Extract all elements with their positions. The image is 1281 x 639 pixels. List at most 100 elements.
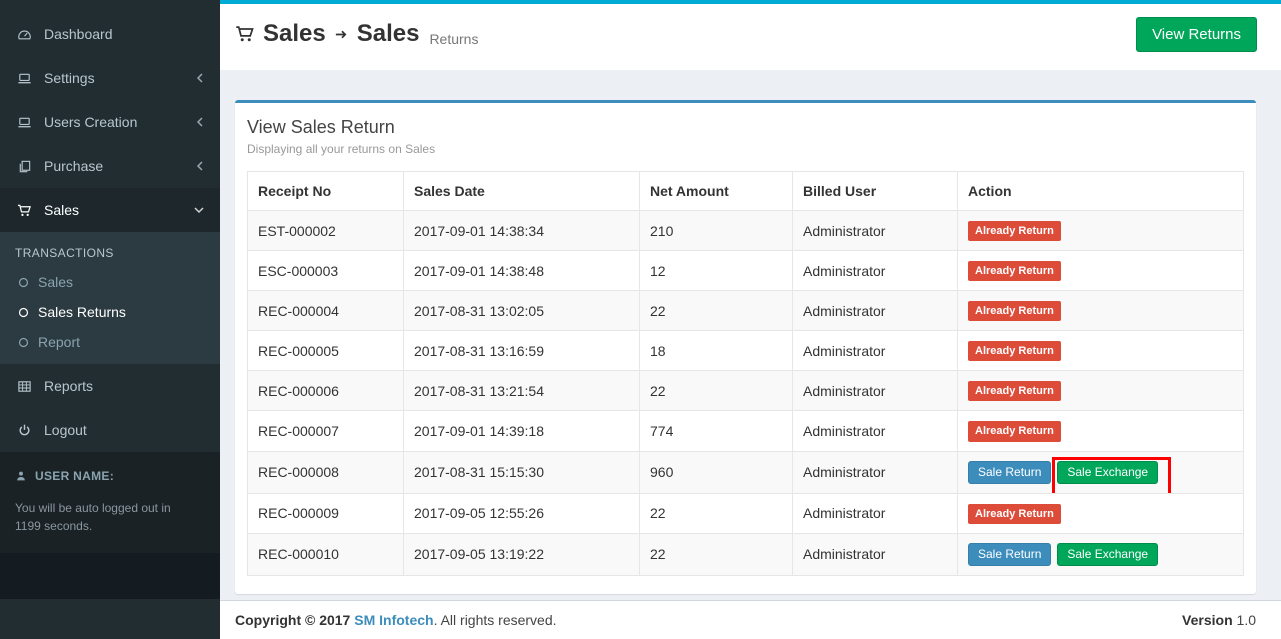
cell-receipt: REC-000008 <box>247 450 404 494</box>
cart-icon <box>235 24 255 44</box>
version: Version 1.0 <box>1182 612 1256 628</box>
sidebar-item-sales[interactable]: Sales <box>0 188 220 232</box>
cell-date: 2017-08-31 13:21:54 <box>403 370 640 412</box>
sidebar-item-label: Purchase <box>44 158 104 174</box>
cell-amount: 22 <box>639 492 793 534</box>
sidebar-subitem-report[interactable]: Report <box>0 327 220 357</box>
sidebar-bottom-strip <box>0 553 220 599</box>
cart-icon <box>15 203 33 218</box>
table-row: REC-000008 2017-08-31 15:15:30 960 Administ… <box>247 450 1244 494</box>
cell-date: 2017-09-05 12:55:26 <box>403 492 640 534</box>
chevron-down-icon <box>193 205 205 215</box>
circle-icon <box>18 337 29 348</box>
breadcrumb-section: Sales <box>263 20 326 47</box>
sale-exchange-button[interactable]: Sale Exchange <box>1057 542 1159 566</box>
sidebar-item-label: Reports <box>44 378 94 394</box>
submenu-item-label: Report <box>38 334 81 350</box>
table-row: REC-000005 2017-08-31 13:16:59 18 Administr… <box>247 330 1244 372</box>
cell-date: 2017-09-01 14:39:18 <box>403 410 640 452</box>
panel-subtitle: Displaying all your returns on Sales <box>247 142 436 156</box>
table-row: EST-000002 2017-09-01 14:38:34 210 Administ… <box>247 209 1244 252</box>
company-link[interactable]: SM Infotech <box>354 612 434 628</box>
sidebar-user-section: USER NAME: You will be auto logged out i… <box>0 452 220 553</box>
breadcrumb-page: Sales <box>356 20 420 47</box>
sale-return-button[interactable]: Sale Return <box>968 542 1052 566</box>
cell-user: Administrator <box>792 532 958 576</box>
sidebar-item-label: Sales <box>44 202 80 218</box>
already-return-badge: Already Return <box>968 261 1061 282</box>
content-area: View Sales Return Displaying all your re… <box>220 70 1281 600</box>
cell-amount: 22 <box>639 370 793 412</box>
cell-user: Administrator <box>792 209 958 252</box>
table-icon <box>15 379 33 394</box>
col-net-amount: Net Amount <box>639 171 793 211</box>
cell-amount: 210 <box>639 209 793 252</box>
col-sales-date: Sales Date <box>403 171 640 211</box>
sidebar-subitem-sales-returns[interactable]: Sales Returns <box>0 297 220 327</box>
sidebar-subitem-sales[interactable]: Sales <box>0 267 220 297</box>
cell-amount: 22 <box>639 290 793 332</box>
already-return-badge: Already Return <box>968 301 1061 322</box>
auto-logout-notice: You will be auto logged out in 1199 seco… <box>15 501 171 533</box>
col-receipt-no: Receipt No <box>247 171 404 211</box>
cell-user: Administrator <box>792 330 958 372</box>
table-row: REC-000007 2017-09-01 14:39:18 774 Administ… <box>247 410 1244 452</box>
sidebar-item-purchase[interactable]: Purchase <box>0 144 220 188</box>
files-icon <box>15 159 33 174</box>
cell-receipt: REC-000006 <box>247 370 404 412</box>
already-return-badge: Already Return <box>968 221 1061 242</box>
chevron-left-icon <box>195 160 205 172</box>
cell-action: Already Return <box>957 290 1244 332</box>
cell-amount: 18 <box>639 330 793 372</box>
sidebar-item-reports[interactable]: Reports <box>0 364 220 408</box>
dashboard-icon <box>15 27 33 42</box>
circle-icon <box>18 277 29 288</box>
sidebar-menu: Dashboard Settings Users Creation <box>0 0 220 452</box>
already-return-badge: Already Return <box>968 503 1061 524</box>
cell-receipt: REC-000004 <box>247 290 404 332</box>
cell-date: 2017-09-01 14:38:34 <box>403 209 640 252</box>
col-billed-user: Billed User <box>792 171 958 211</box>
sales-table-body: EST-000002 2017-09-01 14:38:34 210 Administ… <box>247 209 1244 576</box>
sidebar-item-users-creation[interactable]: Users Creation <box>0 100 220 144</box>
power-icon <box>15 423 33 438</box>
sale-return-button[interactable]: Sale Return <box>968 460 1052 484</box>
cell-receipt: EST-000002 <box>247 209 404 252</box>
rights-text: . All rights reserved. <box>433 612 557 628</box>
table-row: ESC-000003 2017-09-01 14:38:48 12 Administr… <box>247 250 1244 292</box>
sidebar-item-logout[interactable]: Logout <box>0 408 220 452</box>
submenu-header-transactions: TRANSACTIONS <box>15 246 114 260</box>
cell-receipt: REC-000007 <box>247 410 404 452</box>
cell-action: Sale Return Sale Exchange <box>957 532 1244 576</box>
cell-receipt: REC-000009 <box>247 492 404 534</box>
already-return-badge: Already Return <box>968 341 1061 362</box>
cell-date: 2017-08-31 13:16:59 <box>403 330 640 372</box>
table-row: REC-000006 2017-08-31 13:21:54 22 Administr… <box>247 370 1244 412</box>
cell-action: Already Return <box>957 492 1244 534</box>
cell-user: Administrator <box>792 290 958 332</box>
laptop-icon <box>15 71 33 86</box>
user-name-label: USER NAME: <box>35 469 115 483</box>
cell-date: 2017-09-01 14:38:48 <box>403 250 640 292</box>
arrow-right-icon <box>334 27 349 42</box>
cell-action: Already Return <box>957 330 1244 372</box>
version-value: 1.0 <box>1236 612 1256 628</box>
footer: Copyright © 2017 SM Infotech. All rights… <box>220 600 1281 639</box>
copyright-text: Copyright © 2017 <box>235 612 351 628</box>
chevron-left-icon <box>195 116 205 128</box>
sale-exchange-button[interactable]: Sale Exchange <box>1057 460 1159 484</box>
sidebar-item-dashboard[interactable]: Dashboard <box>0 12 220 56</box>
version-label: Version <box>1182 612 1233 628</box>
view-returns-button[interactable]: View Returns <box>1136 17 1257 52</box>
cell-amount: 22 <box>639 532 793 576</box>
cell-amount: 960 <box>639 450 793 494</box>
content-header: Sales Sales Returns View Returns <box>220 4 1281 70</box>
cell-user: Administrator <box>792 492 958 534</box>
sidebar-item-settings[interactable]: Settings <box>0 56 220 100</box>
user-icon <box>15 470 27 482</box>
submenu-item-label: Sales Returns <box>38 304 126 320</box>
main-area: Sales Sales Returns View Returns View Sa… <box>220 0 1281 639</box>
already-return-badge: Already Return <box>968 381 1061 402</box>
cell-receipt: ESC-000003 <box>247 250 404 292</box>
